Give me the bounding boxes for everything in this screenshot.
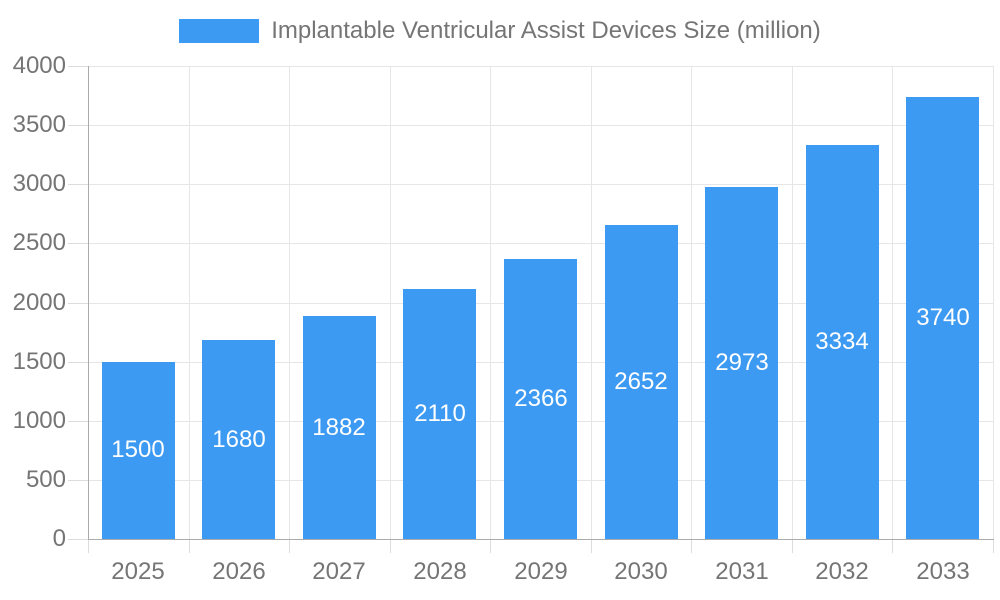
bar-value-label: 2366 [514,385,568,412]
y-axis-tick [68,421,88,422]
x-axis-label: 2032 [815,558,869,585]
y-axis-label: 4000 [12,52,66,79]
bar-value-label: 3334 [815,328,869,355]
gridline-horizontal [88,184,993,185]
y-axis-label: 2000 [12,289,66,316]
bar-2027[interactable] [303,316,376,539]
legend[interactable]: Implantable Ventricular Assist Devices S… [0,16,1000,46]
gridline-vertical [993,66,994,539]
x-axis-line [88,539,994,540]
gridline-vertical [591,66,592,539]
bar-2031[interactable] [705,187,778,539]
bar-2032[interactable] [806,145,879,539]
y-axis-label: 3000 [12,170,66,197]
x-axis-tick [390,539,391,553]
x-axis-label: 2027 [312,558,366,585]
y-axis-label: 0 [52,525,66,552]
y-axis-label: 1000 [12,407,66,434]
y-axis-tick [68,362,88,363]
gridline-vertical [892,66,893,539]
bar-value-label: 2110 [414,400,466,427]
x-axis-label: 2025 [111,558,165,585]
y-axis-tick [68,480,88,481]
x-axis-label: 2028 [413,558,467,585]
x-axis-label: 2031 [715,558,769,585]
gridline-horizontal [88,125,993,126]
gridline-vertical [189,66,190,539]
bar-2030[interactable] [605,225,678,539]
y-axis-tick [68,184,88,185]
gridline-vertical [691,66,692,539]
bar-2033[interactable] [906,97,979,539]
bar-value-label: 1500 [111,436,165,463]
y-axis-label: 3500 [12,111,66,138]
x-axis-tick [792,539,793,553]
y-axis-tick [68,539,88,540]
x-axis-tick [490,539,491,553]
gridline-vertical [490,66,491,539]
gridline-horizontal [88,66,993,67]
y-axis-label: 500 [25,466,66,493]
bar-value-label: 2973 [715,349,769,376]
legend-label: Implantable Ventricular Assist Devices S… [271,17,821,44]
gridline-horizontal [88,243,993,244]
bar-value-label: 1680 [212,426,266,453]
gridline-vertical [390,66,391,539]
bar-value-label: 3740 [916,304,970,331]
x-axis-tick [88,539,89,553]
x-axis-tick [691,539,692,553]
bar-2025[interactable] [102,362,175,539]
y-axis-tick [68,303,88,304]
y-axis-label: 1500 [12,348,66,375]
y-axis-label: 2500 [12,229,66,256]
bar-value-label: 1882 [312,414,366,441]
bar-2028[interactable] [403,289,476,539]
x-axis-label: 2029 [514,558,568,585]
y-axis-line [88,66,89,539]
bar-2026[interactable] [202,340,275,539]
x-axis-tick [591,539,592,553]
bar-value-label: 2652 [614,368,668,395]
gridline-vertical [289,66,290,539]
y-axis-tick [68,66,88,67]
x-axis-label: 2026 [212,558,266,585]
gridline-vertical [792,66,793,539]
y-axis-tick [68,125,88,126]
x-axis-tick [189,539,190,553]
x-axis-tick [892,539,893,553]
x-axis-tick [289,539,290,553]
x-axis-tick [993,539,994,553]
y-axis-tick [68,243,88,244]
x-axis-label: 2030 [614,558,668,585]
legend-swatch-icon [179,19,260,43]
bar-2029[interactable] [504,259,577,539]
x-axis-label: 2033 [916,558,970,585]
